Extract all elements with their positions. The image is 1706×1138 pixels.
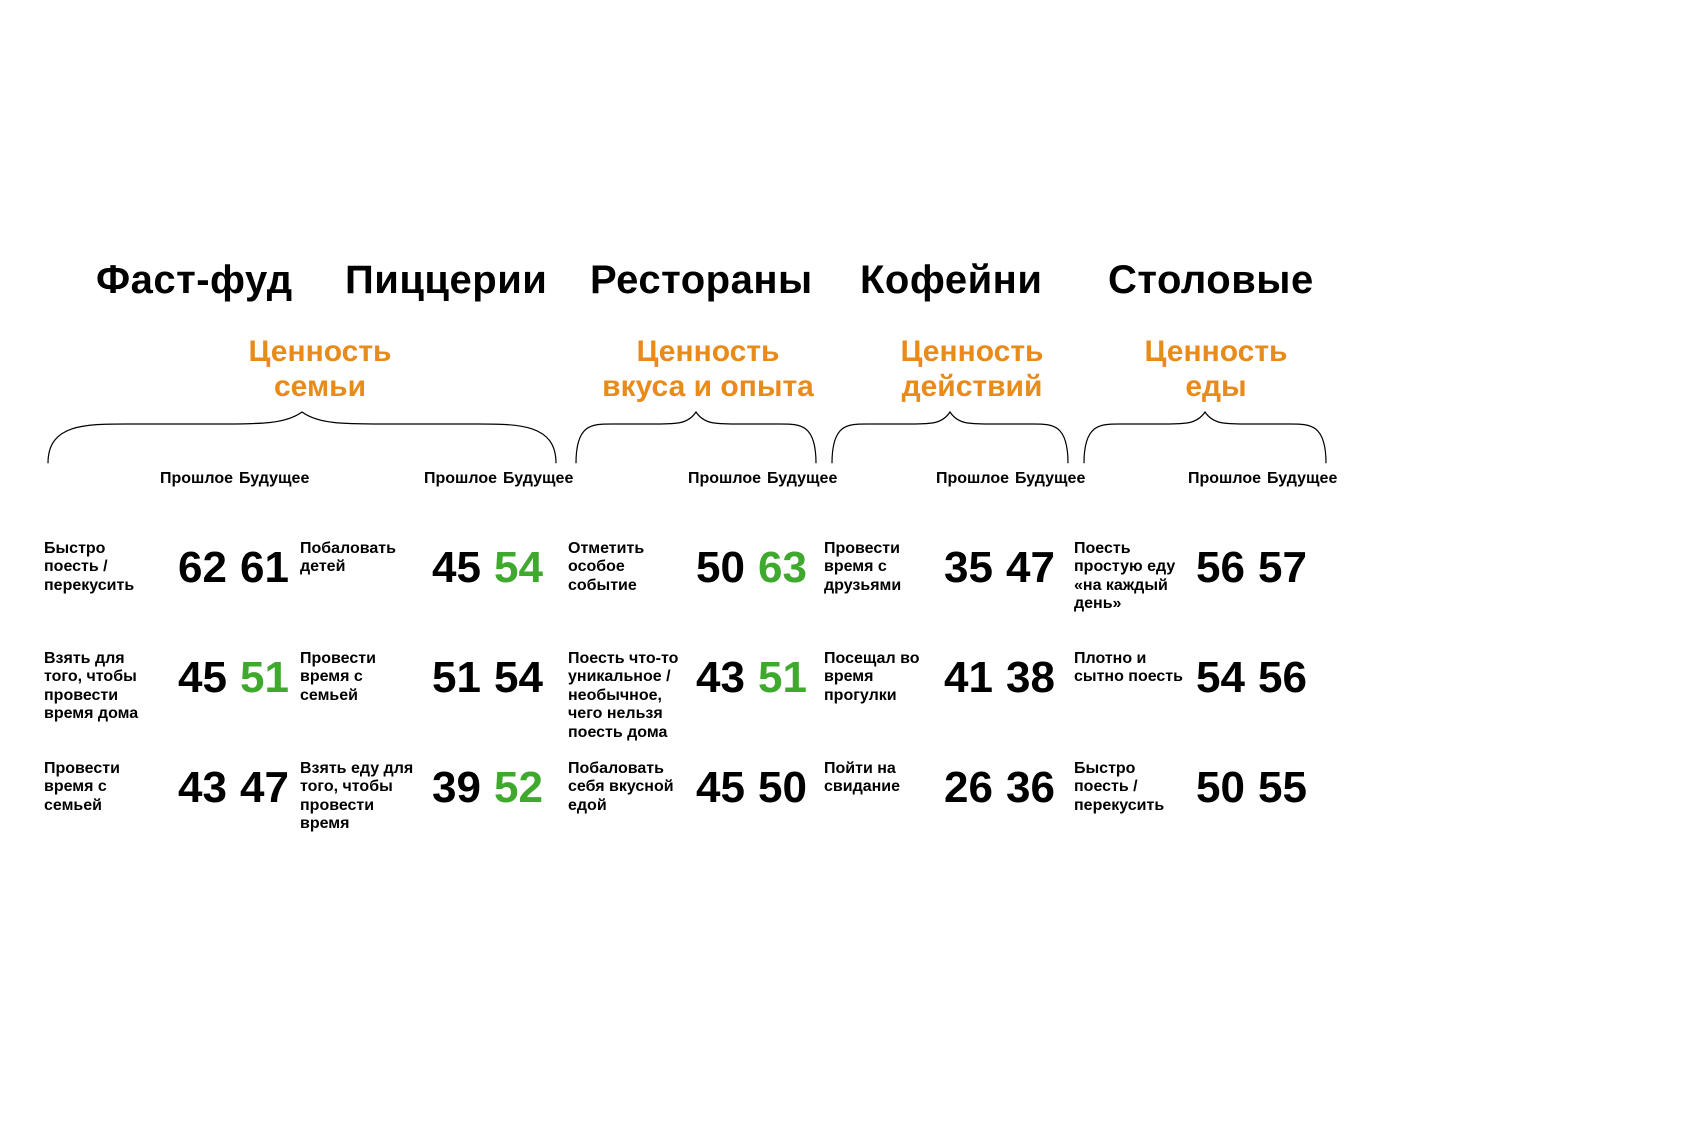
row-label: Взять для того, чтобы провести время дом… [44, 650, 162, 724]
infographic-stage: Фаст-фуд Пиццерии Рестораны Кофейни Столовые… [0, 0, 1706, 1138]
row-label: Пойти на свидание [824, 760, 934, 797]
subheader: Прошлое Будущее [424, 470, 573, 488]
subheader-future: Будущее [1267, 470, 1337, 488]
value-future: 36 [1006, 763, 1055, 813]
value-future: 47 [240, 763, 289, 813]
value-past: 51 [432, 653, 481, 703]
row-label: Поесть что-то уникальное / необычное, че… [568, 650, 686, 742]
row-label: Плотно и сытно поесть [1074, 650, 1190, 687]
value-future: 54 [494, 543, 543, 593]
value-group-label: Ценностьдействий [872, 335, 1072, 404]
group-brace [44, 410, 560, 466]
row-label: Побаловать себя вкусной едой [568, 760, 686, 815]
row-label: Быстро поесть / перекусить [1074, 760, 1190, 815]
value-group-label: Ценностьвкуса и опыта [578, 335, 838, 404]
value-future: 51 [758, 653, 807, 703]
subheader: Прошлое Будущее [160, 470, 309, 488]
value-future: 55 [1258, 763, 1307, 813]
row-label: Провести время с семьей [300, 650, 418, 705]
subheader-future: Будущее [767, 470, 837, 488]
value-future: 54 [494, 653, 543, 703]
value-past: 39 [432, 763, 481, 813]
category-header: Рестораны [590, 258, 813, 303]
category-header: Кофейни [860, 258, 1042, 303]
value-past: 45 [178, 653, 227, 703]
subheader-past: Прошлое [936, 470, 1009, 488]
category-header: Столовые [1108, 258, 1314, 303]
value-future: 61 [240, 543, 289, 593]
row-label: Взять еду для того, чтобы провести время [300, 760, 418, 834]
row-label: Провести время с друзьями [824, 540, 934, 595]
value-future: 50 [758, 763, 807, 813]
row-label: Посещал во время прогулки [824, 650, 934, 705]
row-label: Поесть простую еду «на каждый день» [1074, 540, 1190, 614]
value-past: 54 [1196, 653, 1245, 703]
value-past: 45 [696, 763, 745, 813]
value-past: 56 [1196, 543, 1245, 593]
value-future: 52 [494, 763, 543, 813]
row-label: Побаловать детей [300, 540, 418, 577]
value-past: 45 [432, 543, 481, 593]
value-past: 43 [178, 763, 227, 813]
category-header: Пиццерии [345, 258, 547, 303]
value-future: 57 [1258, 543, 1307, 593]
value-future: 38 [1006, 653, 1055, 703]
value-future: 47 [1006, 543, 1055, 593]
value-past: 43 [696, 653, 745, 703]
group-brace [828, 410, 1072, 466]
value-past: 26 [944, 763, 993, 813]
subheader: Прошлое Будущее [688, 470, 837, 488]
group-brace [1080, 410, 1330, 466]
value-group-label: Ценностьеды [1126, 335, 1306, 404]
group-brace [572, 410, 820, 466]
value-future: 63 [758, 543, 807, 593]
value-past: 41 [944, 653, 993, 703]
row-label: Быстро поесть / перекусить [44, 540, 162, 595]
value-past: 62 [178, 543, 227, 593]
value-past: 35 [944, 543, 993, 593]
value-future: 51 [240, 653, 289, 703]
subheader-past: Прошлое [688, 470, 761, 488]
value-future: 56 [1258, 653, 1307, 703]
subheader-future: Будущее [239, 470, 309, 488]
value-past: 50 [1196, 763, 1245, 813]
subheader-future: Будущее [1015, 470, 1085, 488]
value-past: 50 [696, 543, 745, 593]
subheader-past: Прошлое [160, 470, 233, 488]
subheader-future: Будущее [503, 470, 573, 488]
value-group-label: Ценностьсемьи [220, 335, 420, 404]
row-label: Отметить особое событие [568, 540, 686, 595]
subheader: Прошлое Будущее [1188, 470, 1337, 488]
category-header: Фаст-фуд [96, 258, 293, 303]
subheader: Прошлое Будущее [936, 470, 1085, 488]
subheader-past: Прошлое [1188, 470, 1261, 488]
subheader-past: Прошлое [424, 470, 497, 488]
row-label: Провести время с семьей [44, 760, 162, 815]
